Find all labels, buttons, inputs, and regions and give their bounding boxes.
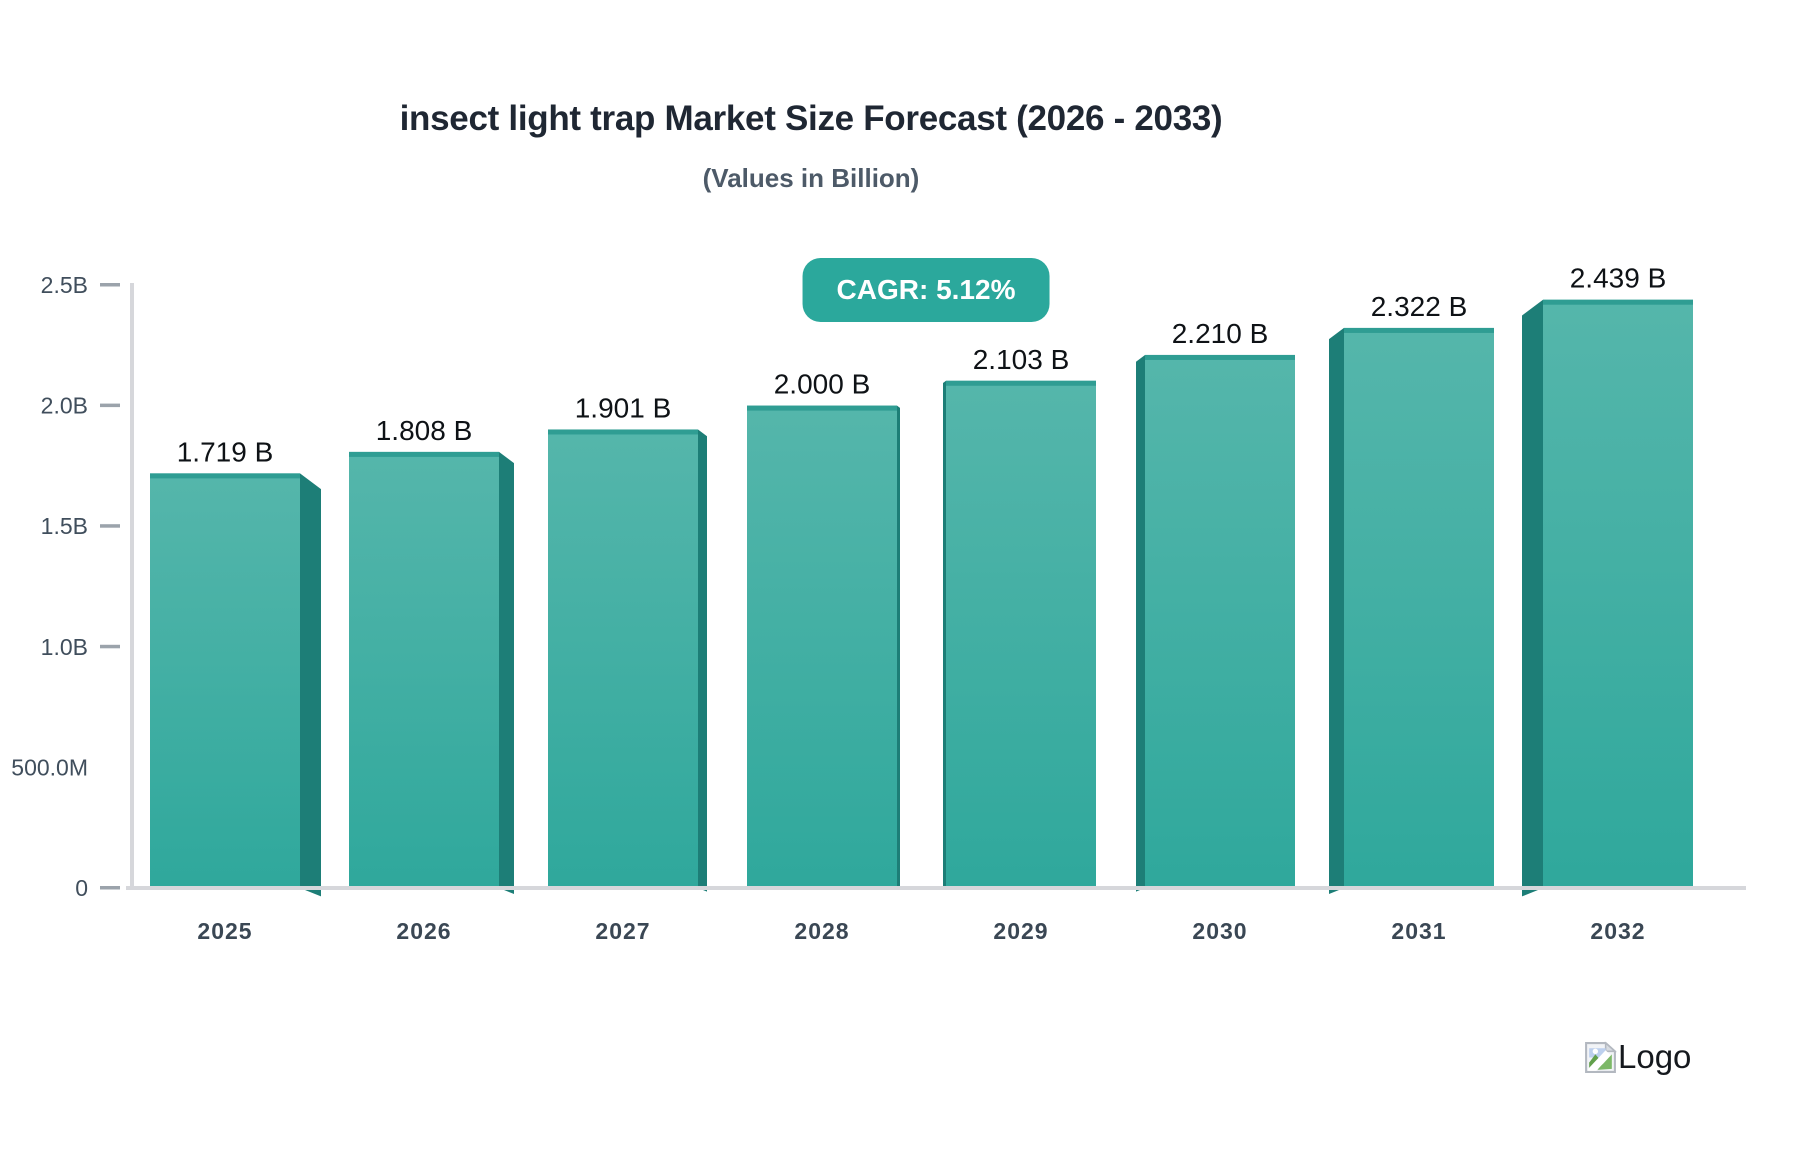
bar-side-panel bbox=[897, 405, 900, 890]
logo-text: Logo bbox=[1618, 1038, 1692, 1075]
y-axis-tick bbox=[100, 644, 120, 649]
bar-group-2026: 1.808 B 2026 bbox=[349, 415, 514, 944]
y-axis-label: 2.5B bbox=[41, 272, 88, 298]
cagr-badge: CAGR: 5.12% bbox=[802, 258, 1050, 322]
bar-side-panel bbox=[943, 380, 946, 890]
x-axis-label: 2025 bbox=[197, 918, 252, 944]
chart-subtitle: (Values in Billion) bbox=[702, 163, 920, 193]
bar-group-2029: 2.103 B 2029 bbox=[943, 344, 1096, 944]
bar-value-label: 1.719 B bbox=[177, 436, 274, 467]
y-axis-tick bbox=[100, 524, 120, 528]
y-axis-tick bbox=[100, 403, 120, 408]
bar-top-edge bbox=[1543, 299, 1693, 305]
bar-side-panel bbox=[300, 473, 321, 897]
bar-group-2028: 2.000 B 2028 bbox=[747, 369, 900, 944]
x-axis-label: 2028 bbox=[794, 918, 849, 944]
bar-top-edge bbox=[349, 451, 499, 457]
x-axis-label: 2030 bbox=[1192, 918, 1247, 944]
bar-value-label: 2.210 B bbox=[1172, 318, 1269, 349]
bar bbox=[1145, 354, 1295, 888]
bar bbox=[548, 429, 698, 888]
bar-top-edge bbox=[1344, 327, 1494, 333]
y-axis-label: 0 bbox=[75, 875, 88, 901]
y-axis-tick bbox=[100, 886, 120, 890]
y-axis-tick bbox=[100, 283, 120, 287]
bar-value-label: 1.808 B bbox=[376, 415, 473, 446]
x-axis-line bbox=[126, 886, 1746, 890]
x-axis-label: 2026 bbox=[396, 918, 451, 944]
bar-group-2031: 2.322 B 2031 bbox=[1329, 291, 1494, 944]
bar bbox=[946, 380, 1096, 888]
bar-top-edge bbox=[150, 473, 300, 479]
bar bbox=[150, 473, 300, 888]
bar bbox=[1344, 327, 1494, 888]
y-axis-label: 1.5B bbox=[41, 513, 88, 539]
chart-title: insect light trap Market Size Forecast (… bbox=[399, 99, 1223, 138]
bar-group-2030: 2.210 B 2030 bbox=[1136, 318, 1295, 944]
bar-side-panel bbox=[698, 429, 707, 892]
y-axis-label: 2.0B bbox=[41, 393, 88, 419]
broken-image-icon bbox=[1585, 1040, 1617, 1073]
y-axis-label: 500.0M bbox=[11, 754, 88, 780]
x-axis-label: 2031 bbox=[1391, 918, 1446, 944]
bar-side-panel bbox=[1522, 299, 1543, 897]
bar-top-edge bbox=[747, 405, 897, 411]
bar bbox=[747, 405, 897, 888]
bar-group-2027: 1.901 B 2027 bbox=[548, 392, 707, 944]
bar-top-edge bbox=[548, 429, 698, 435]
bar-group-2025: 1.719 B 2025 bbox=[150, 436, 321, 944]
bar-side-panel bbox=[1136, 354, 1145, 892]
bar-top-edge bbox=[1145, 354, 1295, 360]
bar-top-edge bbox=[946, 380, 1096, 386]
bar-value-label: 2.322 B bbox=[1371, 291, 1468, 322]
x-axis-label: 2032 bbox=[1590, 918, 1645, 944]
y-axis-label: 1.0B bbox=[41, 634, 88, 660]
bar bbox=[1543, 299, 1693, 888]
y-axis-line bbox=[130, 283, 134, 890]
bar-value-label: 2.000 B bbox=[774, 369, 871, 400]
x-axis-label: 2029 bbox=[993, 918, 1048, 944]
x-axis-label: 2027 bbox=[595, 918, 650, 944]
bar-side-panel bbox=[499, 451, 514, 894]
bar-group-2032: 2.439 B 2032 bbox=[1522, 263, 1693, 944]
logo-container: Logo bbox=[1583, 1038, 1691, 1076]
bar-value-label: 1.901 B bbox=[575, 392, 672, 423]
bar-value-label: 2.103 B bbox=[973, 344, 1070, 375]
bar bbox=[349, 451, 499, 888]
bar-value-label: 2.439 B bbox=[1570, 263, 1667, 294]
bar-side-panel bbox=[1329, 327, 1344, 894]
